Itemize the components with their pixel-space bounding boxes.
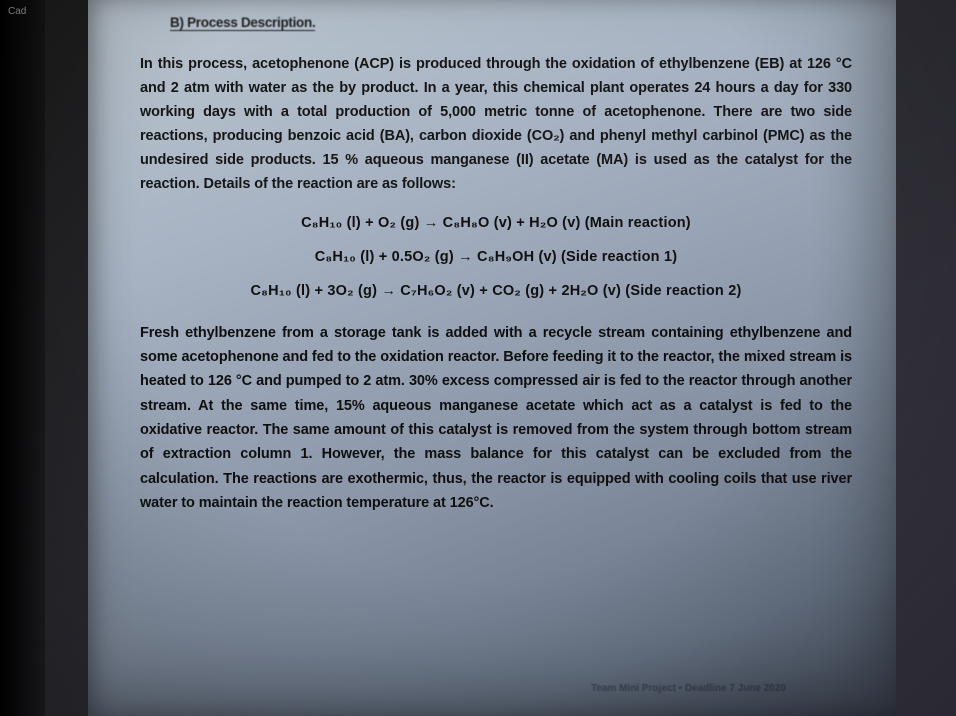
- page-footer: Team Mini Project • Deadline 7 June 2020: [591, 683, 786, 694]
- tab-label: Cad: [8, 6, 26, 17]
- reaction-side1: C₈H₁₀ (l) + 0.5O₂ (g) → C₈H₉OH (v) (Side…: [140, 249, 852, 265]
- document-page: B) Process Description. In this process,…: [88, 0, 896, 716]
- reaction-side2: C₈H₁₀ (l) + 3O₂ (g) → C₇H₆O₂ (v) + CO₂ (…: [140, 283, 852, 299]
- paragraph-intro: In this process, acetophenone (ACP) is p…: [140, 53, 852, 197]
- screen-edge: [0, 0, 45, 716]
- paragraph-body: Fresh ethylbenzene from a storage tank i…: [140, 321, 852, 516]
- reaction-main: C₈H₁₀ (l) + O₂ (g) → C₈H₈O (v) + H₂O (v)…: [140, 215, 852, 231]
- section-header: B) Process Description.: [170, 15, 315, 31]
- reaction-block: C₈H₁₀ (l) + O₂ (g) → C₈H₈O (v) + H₂O (v)…: [140, 215, 852, 299]
